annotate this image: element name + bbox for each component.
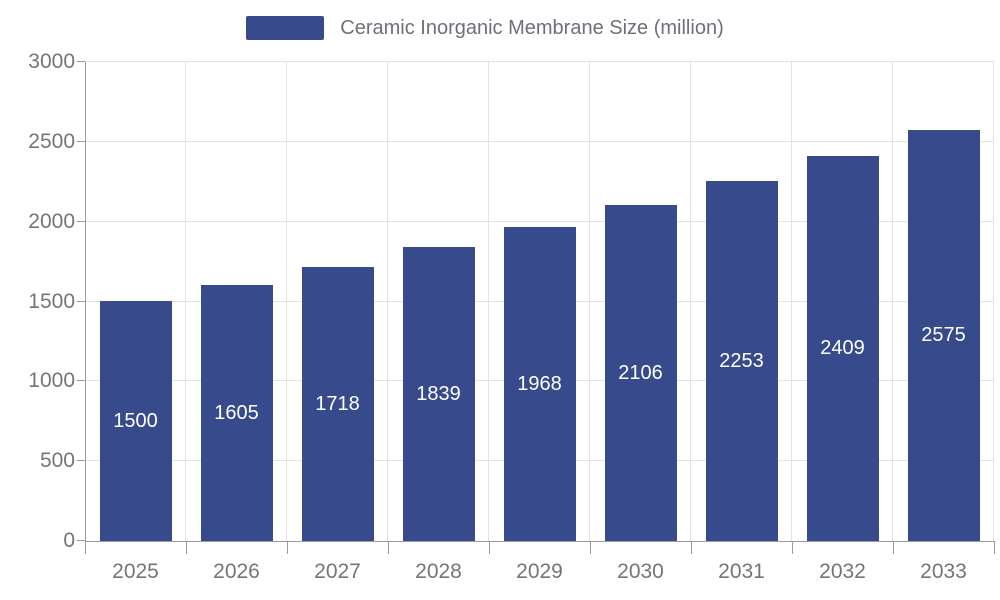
legend[interactable]: Ceramic Inorganic Membrane Size (million…	[0, 14, 970, 42]
x-tick-mark	[85, 541, 86, 554]
x-tick-label: 2030	[617, 560, 664, 583]
bar-value-label: 2409	[820, 337, 865, 359]
bar-value-label: 2106	[618, 361, 663, 384]
y-tick-label: 3000	[28, 50, 75, 73]
legend-swatch	[246, 16, 325, 40]
x-tick-mark	[590, 541, 591, 554]
y-tick-mark	[77, 61, 85, 62]
bar-value-label: 1605	[214, 401, 259, 424]
x-tick-label: 2033	[920, 560, 967, 583]
bar[interactable]: 1605	[200, 285, 273, 541]
y-tick-label: 500	[39, 449, 75, 473]
y-tick-mark	[77, 540, 85, 541]
y-tick-mark	[77, 380, 85, 382]
gridline-vertical	[488, 62, 489, 541]
gridline-vertical	[690, 62, 691, 541]
bar[interactable]: 2253	[705, 181, 778, 541]
y-tick-label: 2500	[28, 129, 75, 153]
y-axis-line	[85, 62, 86, 541]
x-tick-label: 2028	[415, 560, 462, 583]
bar[interactable]: 1718	[301, 267, 374, 541]
gridline-horizontal	[85, 140, 994, 142]
y-tick-mark	[77, 140, 85, 142]
bar[interactable]: 1839	[402, 247, 475, 541]
bar[interactable]: 2575	[907, 130, 980, 541]
gridline-vertical	[387, 62, 388, 541]
gridline-vertical	[892, 62, 893, 541]
x-tick-mark	[792, 541, 793, 554]
bar[interactable]: 2106	[604, 205, 677, 541]
x-tick-label: 2026	[213, 560, 260, 583]
gridline-vertical	[589, 62, 590, 541]
x-tick-mark	[994, 541, 995, 554]
bar[interactable]: 1968	[503, 227, 576, 541]
x-tick-mark	[186, 541, 187, 554]
y-tick-label: 2000	[28, 209, 75, 233]
legend-label: Ceramic Inorganic Membrane Size (million…	[340, 16, 724, 39]
gridline-vertical	[993, 62, 994, 541]
gridline-horizontal	[85, 220, 994, 222]
x-tick-mark	[691, 541, 692, 554]
y-tick-mark	[77, 300, 85, 302]
x-tick-mark	[388, 541, 389, 554]
y-tick-label: 1500	[28, 289, 75, 313]
gridline-vertical	[286, 62, 287, 541]
x-tick-mark	[287, 541, 288, 554]
x-tick-label: 2031	[718, 560, 765, 583]
bar-value-label: 2253	[719, 349, 764, 372]
plot-area: 1500 1605 1718 1839 1968 2106 2253 2409 2575	[85, 61, 994, 541]
bar-value-label: 1839	[416, 382, 461, 405]
x-tick-label: 2032	[819, 560, 866, 583]
x-tick-mark	[489, 541, 490, 554]
bar-value-label: 1968	[517, 372, 562, 395]
bar-value-label: 1500	[113, 409, 158, 432]
y-tick-mark	[77, 460, 85, 462]
y-tick-mark	[77, 220, 85, 222]
x-tick-label: 2027	[314, 560, 361, 583]
x-tick-label: 2029	[516, 560, 563, 583]
bar[interactable]: 1500	[99, 301, 172, 541]
bar-value-label: 1718	[315, 392, 360, 415]
gridline-vertical	[791, 62, 792, 541]
bar[interactable]: 2409	[806, 156, 879, 541]
y-tick-label: 1000	[28, 369, 75, 393]
x-tick-label: 2025	[112, 560, 159, 583]
bar-value-label: 2575	[921, 324, 966, 346]
y-tick-label: 0	[63, 529, 75, 552]
gridline-vertical	[185, 62, 186, 541]
gridline-horizontal	[85, 61, 994, 62]
x-tick-mark	[893, 541, 894, 554]
x-axis-line	[85, 541, 995, 542]
